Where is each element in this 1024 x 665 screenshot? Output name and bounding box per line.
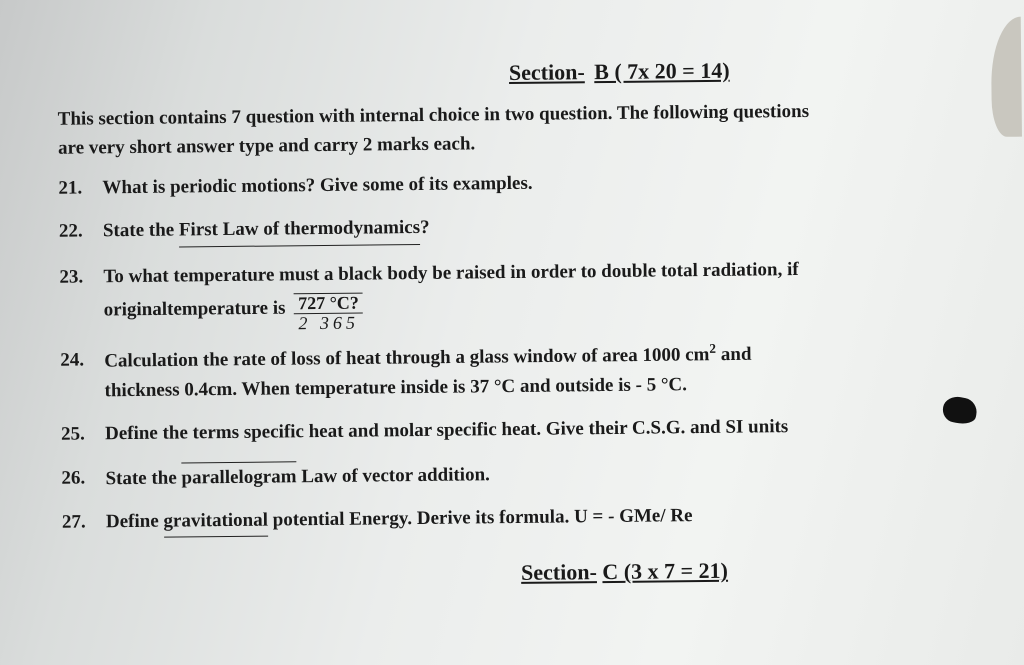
question-23: 23. To what temperature must a black bod…: [59, 253, 964, 332]
q26-suffix: Law of vector addition.: [296, 464, 490, 487]
q27-prefix: Define: [106, 511, 164, 533]
q22-prefix: State the: [103, 220, 179, 242]
section-c-title: C (3 x 7 = 21): [602, 558, 728, 584]
intro-line1-right: The following questions: [617, 101, 809, 124]
section-c-label: Section-: [521, 560, 597, 586]
question-22: 22. State the First Law of thermodynamic…: [59, 208, 963, 249]
qnum: 26.: [61, 463, 105, 493]
qtext: Calculation the rate of loss of heat thr…: [104, 336, 965, 405]
intro-line1-left: This section contains 7 question with in…: [58, 103, 613, 130]
qtext: State the parallelogram Law of vector ad…: [105, 454, 965, 493]
qnum: 23.: [59, 262, 103, 292]
q27-formula: U = - GMe/ Re: [574, 505, 693, 527]
qtext: What is periodic motions? Give some of i…: [102, 164, 962, 202]
section-b-heading: Section- B ( 7x 20 = 14): [277, 55, 961, 88]
qnum: 27.: [62, 507, 106, 537]
qtext: State the First Law of thermodynamics?: [103, 208, 963, 248]
q24-line1a: Calculation the rate of loss of heat thr…: [104, 344, 709, 371]
q24-line2: thickness 0.4cm. When temperature inside…: [104, 374, 687, 401]
q23-line1: To what temperature must a black body be…: [103, 259, 798, 287]
q23-line2-prefix: originaltemperature is: [104, 298, 286, 321]
q27-mid: potential Energy. Derive its formula.: [268, 506, 574, 530]
q26-prefix: State the: [105, 467, 181, 489]
q26-overlined: parallelogram: [181, 461, 296, 493]
qtext: To what temperature must a black body be…: [103, 253, 964, 331]
q24-line1b: and: [716, 344, 752, 365]
q23-frac-bot-handwritten: 2 365: [294, 314, 363, 334]
question-26: 26. State the parallelogram Law of vecto…: [61, 454, 965, 494]
question-24: 24. Calculation the rate of loss of heat…: [60, 336, 965, 406]
qtext: Define gravitational potential Energy. D…: [106, 498, 966, 538]
section-b-title: B ( 7x 20 = 14): [594, 58, 730, 84]
section-c-heading: Section- C (3 x 7 = 21): [282, 556, 966, 589]
q23-fraction: 727 °C? 2 365: [294, 293, 363, 333]
section-b-intro: This section contains 7 question with in…: [58, 95, 963, 163]
q23-frac-top: 727 °C?: [294, 294, 363, 315]
qnum: 21.: [58, 173, 102, 203]
page-curl: [991, 17, 1022, 137]
intro-line2: are very short answer type and carry 2 m…: [58, 134, 475, 159]
q22-underlined: First Law of thermodynamics: [179, 213, 420, 247]
question-21: 21. What is periodic motions? Give some …: [58, 164, 962, 203]
qnum: 24.: [60, 345, 104, 375]
question-list: 21. What is periodic motions? Give some …: [58, 164, 966, 539]
exam-page: Section- B ( 7x 20 = 14) This section co…: [0, 0, 1024, 665]
question-27: 27. Define gravitational potential Energ…: [62, 498, 966, 539]
question-25: 25. Define the terms specific heat and m…: [61, 410, 965, 449]
q22-suffix: ?: [420, 217, 430, 238]
q27-underlined: gravitational: [163, 506, 268, 539]
section-b-label: Section-: [509, 59, 585, 85]
qnum: 25.: [61, 419, 105, 449]
qtext: Define the terms specific heat and molar…: [105, 410, 965, 448]
qnum: 22.: [59, 217, 103, 247]
